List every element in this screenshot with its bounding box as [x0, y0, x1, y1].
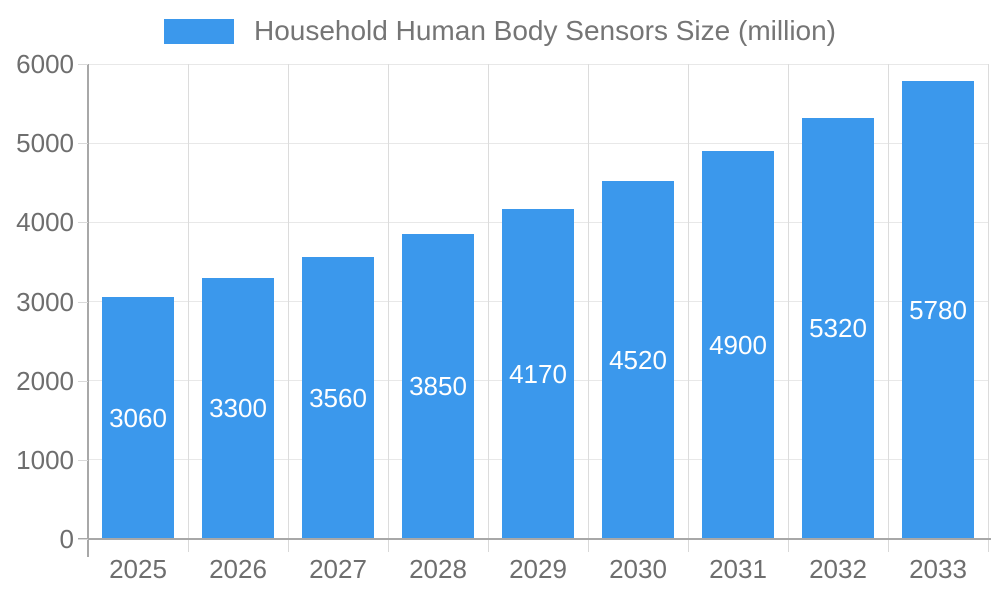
bar-value-label: 3560 — [309, 382, 367, 413]
plot-area: 3060 3300 3560 3850 4170 4520 4900 5320 5780 — [88, 63, 989, 539]
legend-label: Household Human Body Sensors Size (milli… — [253, 15, 837, 46]
y-axis-tick — [78, 301, 88, 303]
y-axis-tick — [78, 539, 88, 540]
bar-value-label: 4900 — [709, 329, 767, 360]
gridline-vertical — [387, 64, 389, 539]
y-axis-tick — [78, 143, 88, 145]
x-axis-tick — [188, 540, 189, 552]
x-axis-tick — [988, 540, 989, 552]
x-axis-tick — [88, 540, 89, 552]
y-axis-tick — [78, 380, 88, 382]
x-axis-tick — [488, 540, 489, 552]
x-axis-tick — [588, 540, 589, 552]
x-axis-tick — [688, 540, 689, 552]
bar-2027: 3560 — [302, 257, 374, 539]
bar-value-label: 3060 — [109, 402, 167, 433]
bar-2031: 4900 — [702, 151, 774, 539]
gridline-vertical — [787, 64, 789, 539]
bar-2032: 5320 — [802, 118, 874, 539]
bar-value-label: 3850 — [409, 371, 467, 401]
x-axis-label: 2030 — [609, 554, 667, 584]
x-axis-tick — [888, 540, 889, 552]
bar-2025: 3060 — [102, 297, 174, 539]
y-axis-tick — [78, 64, 88, 65]
y-axis-label: 1000 — [16, 444, 74, 475]
gridline-vertical — [187, 64, 189, 539]
y-axis-label: 5000 — [16, 128, 74, 159]
x-axis-line — [78, 538, 991, 540]
x-axis-label: 2026 — [209, 554, 267, 584]
bar-value-label: 4520 — [609, 344, 667, 375]
x-axis-label: 2033 — [909, 554, 967, 584]
x-axis-label: 2031 — [709, 554, 767, 584]
y-axis-label: 3000 — [16, 286, 74, 317]
gridline-vertical — [287, 64, 289, 539]
bar-value-label: 4170 — [509, 358, 567, 389]
legend[interactable]: Household Human Body Sensors Size (milli… — [0, 15, 1000, 47]
bar-2033: 5780 — [902, 81, 974, 539]
x-axis-label: 2027 — [309, 554, 367, 584]
y-axis-line — [87, 64, 89, 557]
bar-2026: 3300 — [202, 278, 274, 539]
x-axis-tick — [788, 540, 789, 552]
bar-2029: 4170 — [502, 209, 574, 539]
x-axis-label: 2029 — [509, 554, 567, 584]
x-axis-label: 2025 — [109, 554, 167, 584]
bar-value-label: 5780 — [909, 294, 967, 325]
x-axis-tick — [388, 540, 389, 552]
gridline-vertical — [487, 64, 489, 539]
bar-2030: 4520 — [602, 181, 674, 539]
bar-value-label: 5320 — [809, 313, 867, 343]
gridline-vertical — [587, 64, 589, 539]
legend-swatch[interactable] — [163, 18, 234, 44]
y-axis-tick — [78, 459, 88, 461]
x-axis-tick — [288, 540, 289, 552]
y-axis-label: 4000 — [16, 207, 74, 238]
gridline-vertical — [887, 64, 889, 539]
gridline-vertical — [687, 64, 689, 539]
gridline-horizontal — [88, 142, 988, 144]
bar-2028: 3850 — [402, 234, 474, 539]
gridline-vertical — [987, 64, 989, 539]
y-axis-label: 6000 — [16, 49, 74, 79]
y-axis-label: 2000 — [16, 365, 74, 396]
x-axis-label: 2028 — [409, 554, 467, 584]
x-axis-label: 2032 — [809, 554, 867, 584]
y-axis-label: 0 — [59, 524, 74, 554]
bar-value-label: 3300 — [209, 393, 267, 423]
y-axis-tick — [78, 222, 88, 224]
gridline-horizontal — [88, 63, 988, 65]
